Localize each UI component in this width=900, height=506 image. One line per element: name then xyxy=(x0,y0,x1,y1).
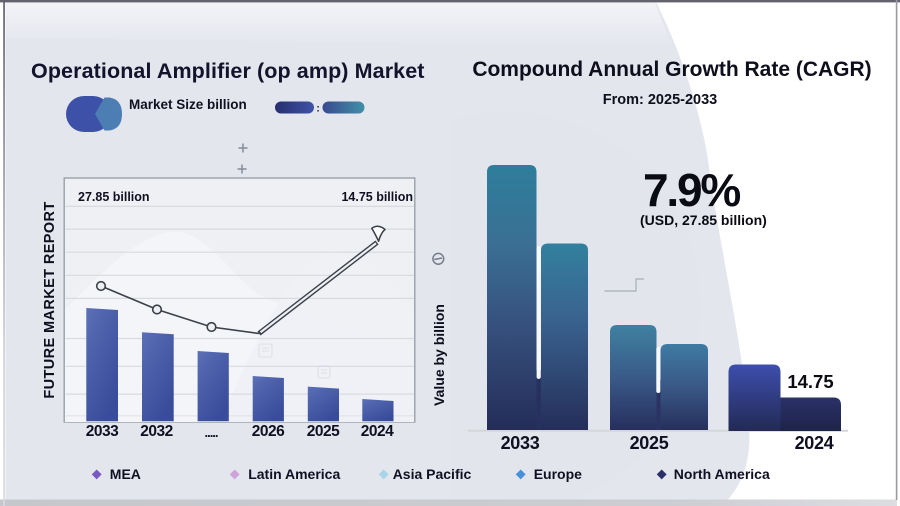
svg-text::: : xyxy=(316,103,320,115)
